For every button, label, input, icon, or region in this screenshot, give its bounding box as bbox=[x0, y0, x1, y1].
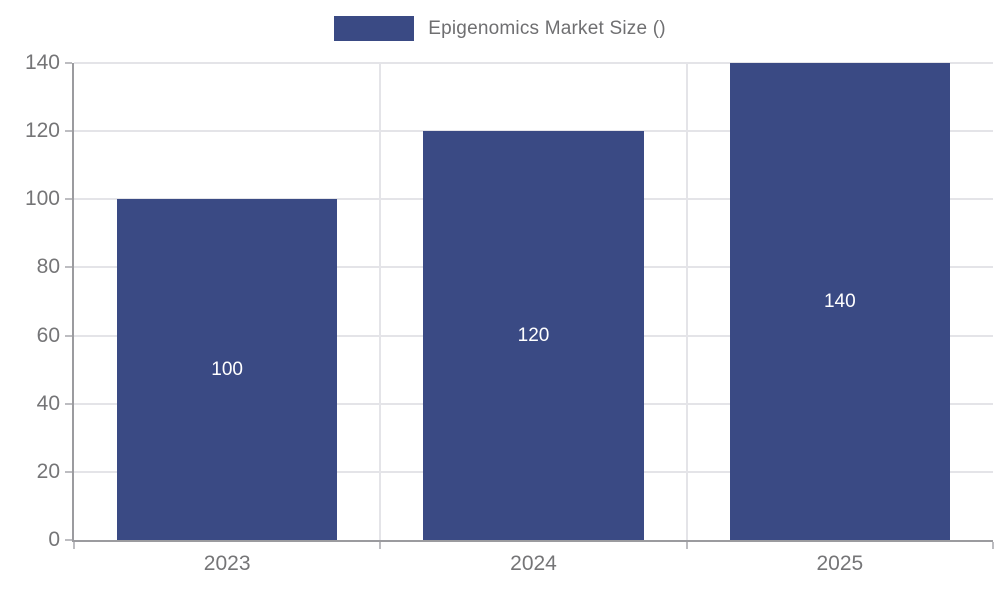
x-tick-label: 2025 bbox=[816, 552, 864, 575]
bar-2023: 100 bbox=[116, 199, 338, 540]
y-tick-mark bbox=[65, 470, 72, 473]
y-tick-mark bbox=[65, 130, 72, 133]
x-tick-mark bbox=[685, 542, 688, 549]
x-tick-label: 2024 bbox=[510, 552, 557, 575]
y-tick-mark bbox=[65, 198, 72, 201]
y-tick-mark bbox=[65, 539, 72, 541]
y-tick-mark bbox=[65, 402, 72, 405]
bar-value-label: 120 bbox=[517, 324, 550, 346]
y-tick-mark bbox=[65, 62, 72, 64]
x-tick-mark bbox=[992, 542, 994, 549]
bar-2025: 140 bbox=[729, 63, 951, 540]
y-tick-label: 20 bbox=[36, 459, 60, 483]
x-tick-mark bbox=[379, 542, 382, 549]
bar-2024: 120 bbox=[423, 131, 644, 540]
y-tick-label: 100 bbox=[24, 187, 60, 211]
y-tick-label: 40 bbox=[36, 391, 60, 415]
y-tick-label: 60 bbox=[36, 323, 60, 347]
y-tick-mark bbox=[65, 334, 72, 337]
bar-value-label: 140 bbox=[823, 290, 856, 312]
legend-label: Epigenomics Market Size () bbox=[428, 17, 666, 39]
y-tick-label: 80 bbox=[36, 255, 60, 279]
x-gridline bbox=[685, 63, 688, 540]
x-tick-mark bbox=[73, 542, 75, 549]
y-tick-label: 140 bbox=[24, 51, 60, 74]
plot-area: 0 20 40 60 80 100 120 140 100 2023 120 2024 140 2025 bbox=[25, 51, 994, 575]
bar-value-label: 100 bbox=[211, 358, 243, 380]
y-tick-label: 120 bbox=[24, 119, 60, 143]
legend: Epigenomics Market Size () bbox=[0, 16, 1000, 41]
legend-swatch bbox=[334, 16, 415, 41]
y-tick-label: 0 bbox=[48, 528, 60, 551]
x-gridline bbox=[379, 63, 382, 540]
x-tick-label: 2023 bbox=[203, 552, 251, 575]
y-tick-mark bbox=[65, 266, 72, 269]
